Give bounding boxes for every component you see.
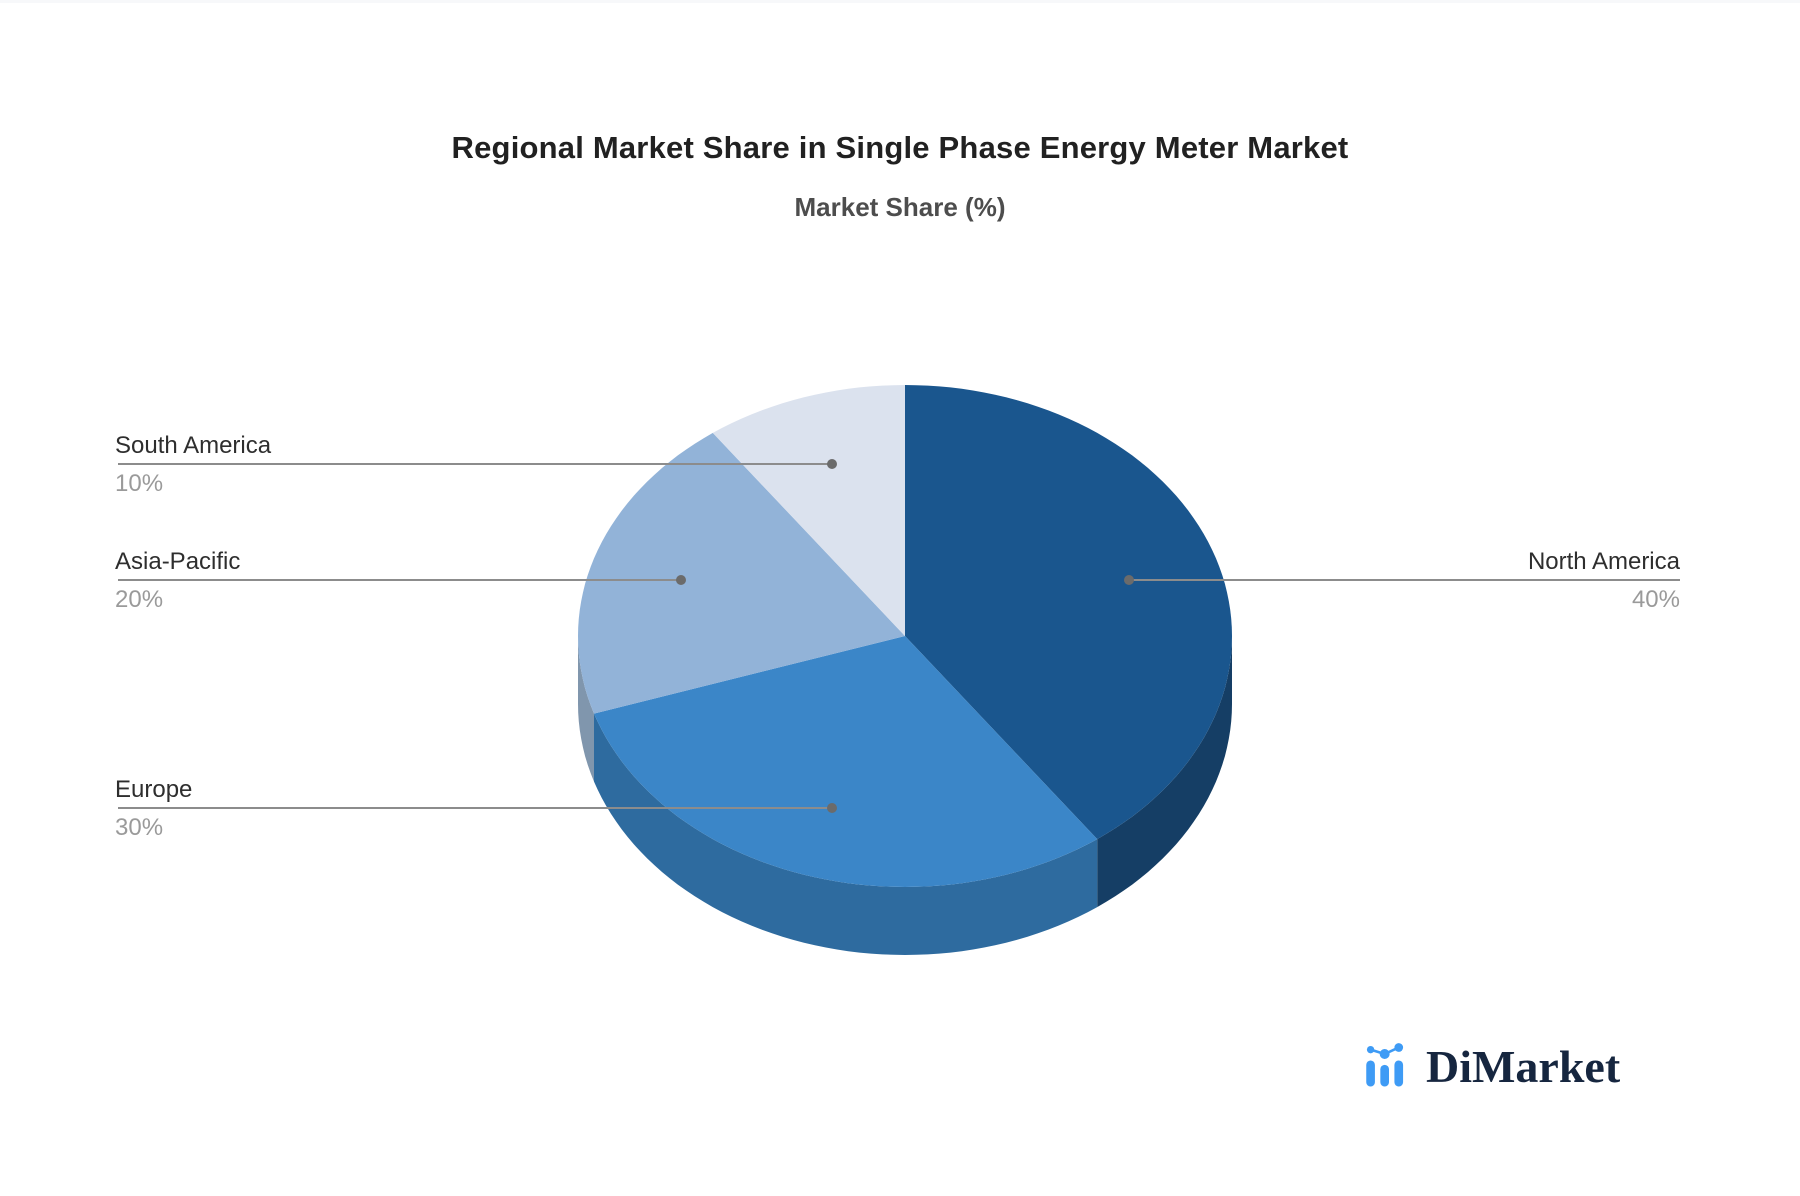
slice-label-value: 30% bbox=[115, 814, 164, 841]
slice-label-value: 40% bbox=[1631, 586, 1680, 613]
slice-label-south-america: South America 10% bbox=[115, 433, 271, 497]
pie-slice-north-america[interactable] bbox=[905, 385, 1232, 840]
leader-dot-south-america bbox=[827, 459, 837, 469]
leader-dot-north-america bbox=[1124, 575, 1134, 585]
pie-slice-side-asia-pacific bbox=[578, 636, 594, 782]
leader-dot-europe bbox=[827, 803, 837, 813]
trend-dot bbox=[1379, 1049, 1390, 1059]
slice-label-name: Europe bbox=[115, 776, 193, 803]
brand-logo-text: DiMarket bbox=[1426, 1041, 1621, 1092]
brand-logo: DiMarket bbox=[1366, 1038, 1620, 1096]
page-top-edge bbox=[0, 0, 1800, 3]
slice-label-europe: Europe 30% bbox=[115, 777, 192, 841]
pie-slice-europe[interactable] bbox=[594, 636, 1098, 887]
slice-label-north-america: North America 40% bbox=[1528, 549, 1680, 613]
slice-label-name: North America bbox=[1527, 548, 1680, 575]
slice-label-value: 20% bbox=[115, 586, 164, 613]
slice-label-name: South America bbox=[115, 432, 272, 459]
leader-dot-asia-pacific bbox=[676, 575, 686, 585]
slice-label-asia-pacific: Asia-Pacific 20% bbox=[115, 549, 240, 613]
trend-dot bbox=[1366, 1045, 1375, 1054]
trend-dot bbox=[1394, 1043, 1404, 1052]
slice-label-name: Asia-Pacific bbox=[115, 548, 241, 575]
chart-title: Regional Market Share in Single Phase En… bbox=[451, 130, 1349, 165]
chart-subtitle: Market Share (%) bbox=[794, 192, 1006, 222]
pie-slice-side-europe bbox=[594, 713, 1098, 955]
slice-label-value: 10% bbox=[115, 470, 164, 497]
pie-slice-asia-pacific[interactable] bbox=[578, 432, 905, 714]
bar-line-chart-icon bbox=[1366, 1043, 1404, 1087]
pie-slice-south-america[interactable] bbox=[712, 385, 905, 636]
pie-slice-side-north-america bbox=[1097, 636, 1232, 908]
